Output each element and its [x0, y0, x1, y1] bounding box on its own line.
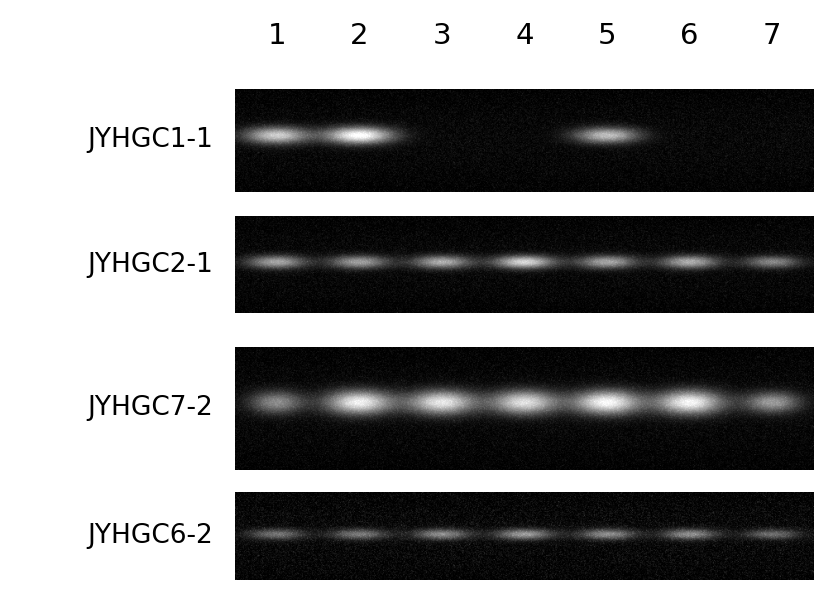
Text: 5: 5 — [598, 21, 616, 50]
Text: JYHGC2-1: JYHGC2-1 — [88, 252, 213, 278]
Text: 4: 4 — [515, 21, 534, 50]
Text: 2: 2 — [350, 21, 368, 50]
Text: JYHGC7-2: JYHGC7-2 — [88, 395, 213, 421]
Text: 7: 7 — [763, 21, 781, 50]
Text: JYHGC6-2: JYHGC6-2 — [88, 523, 213, 550]
Text: 6: 6 — [681, 21, 699, 50]
Text: 3: 3 — [433, 21, 451, 50]
Text: JYHGC1-1: JYHGC1-1 — [88, 127, 213, 154]
Text: 1: 1 — [268, 21, 286, 50]
